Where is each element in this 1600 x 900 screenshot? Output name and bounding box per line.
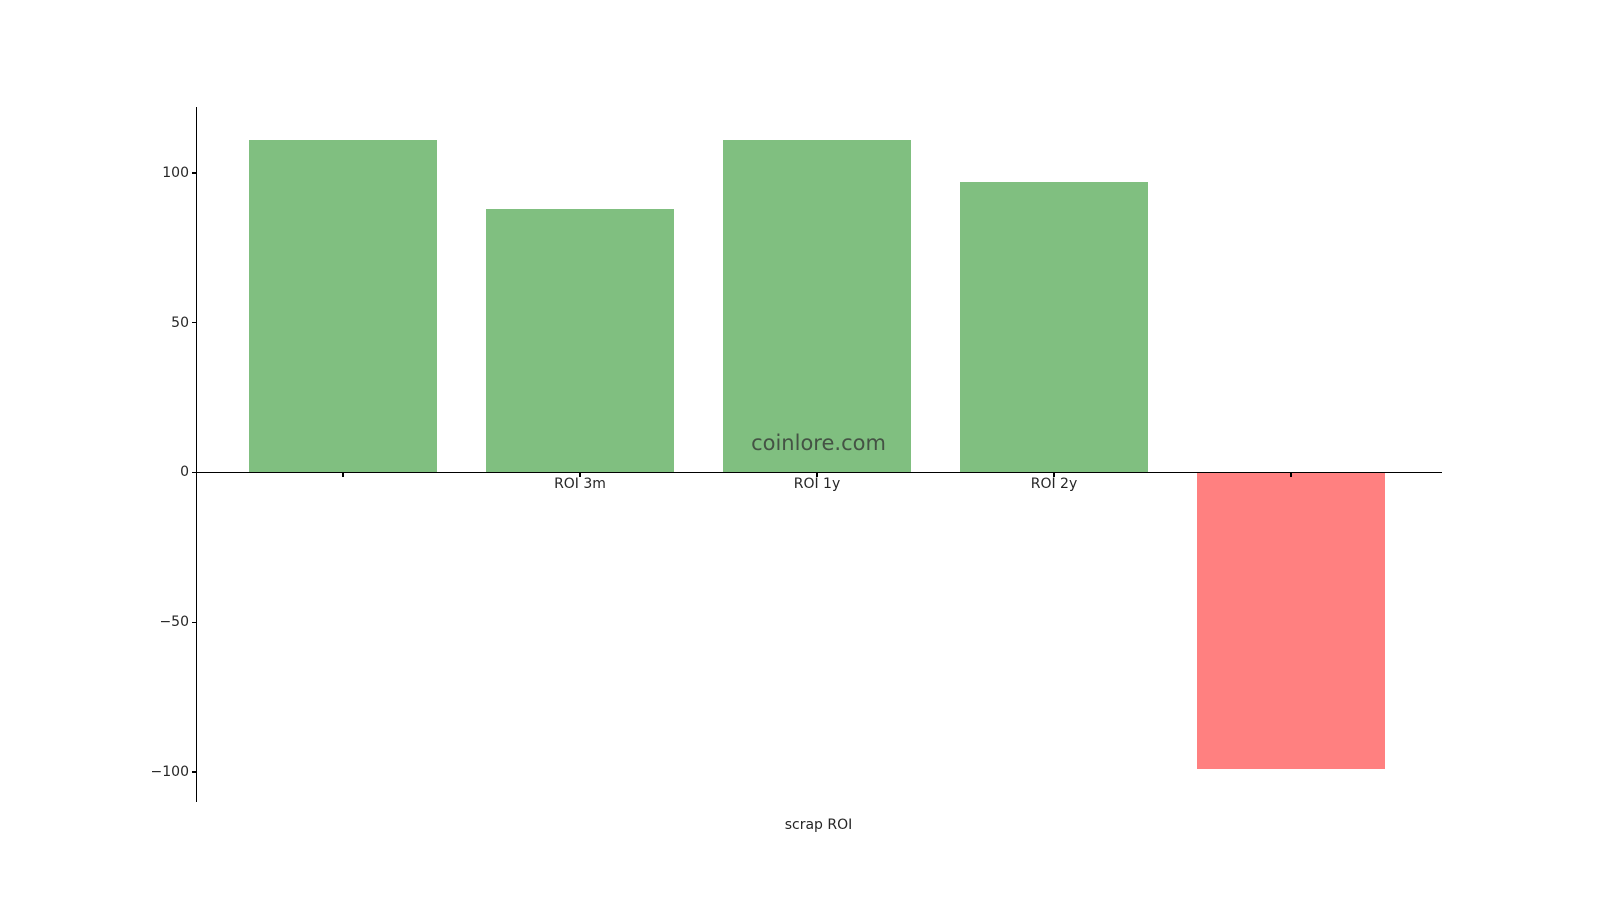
x-axis-zero-line [195,471,1442,474]
y-tick-mark [191,471,196,474]
x-tick-mark [1053,473,1055,478]
x-tick-label: ROI 3m [554,476,606,492]
y-tick-label: 0 [180,464,189,481]
x-tick-mark [579,473,581,478]
watermark-coinlore: coinlore.com [751,431,886,455]
y-tick-mark [191,621,196,623]
bar-roi-1y [723,139,911,473]
y-tick-mark [191,172,196,174]
y-tick-label: 50 [171,314,189,331]
y-tick-label: −100 [150,764,189,781]
bar-col-1 [249,139,437,473]
x-tick-label: ROI 2y [1030,476,1078,492]
y-tick-label: −50 [159,614,189,631]
x-tick-mark [342,473,344,478]
x-tick-label: ROI 1y [793,476,841,492]
x-tick-mark [1290,473,1292,478]
y-tick-mark [191,321,196,324]
y-tick-label: 100 [162,164,189,181]
bar-col-5 [1197,472,1385,770]
y-axis-spine [195,107,197,802]
y-tick-mark [191,771,196,773]
bar-roi-3m [486,208,674,473]
x-tick-mark [816,473,818,478]
x-axis-title: scrap ROI [784,817,853,833]
bar-roi-2y [960,181,1148,473]
